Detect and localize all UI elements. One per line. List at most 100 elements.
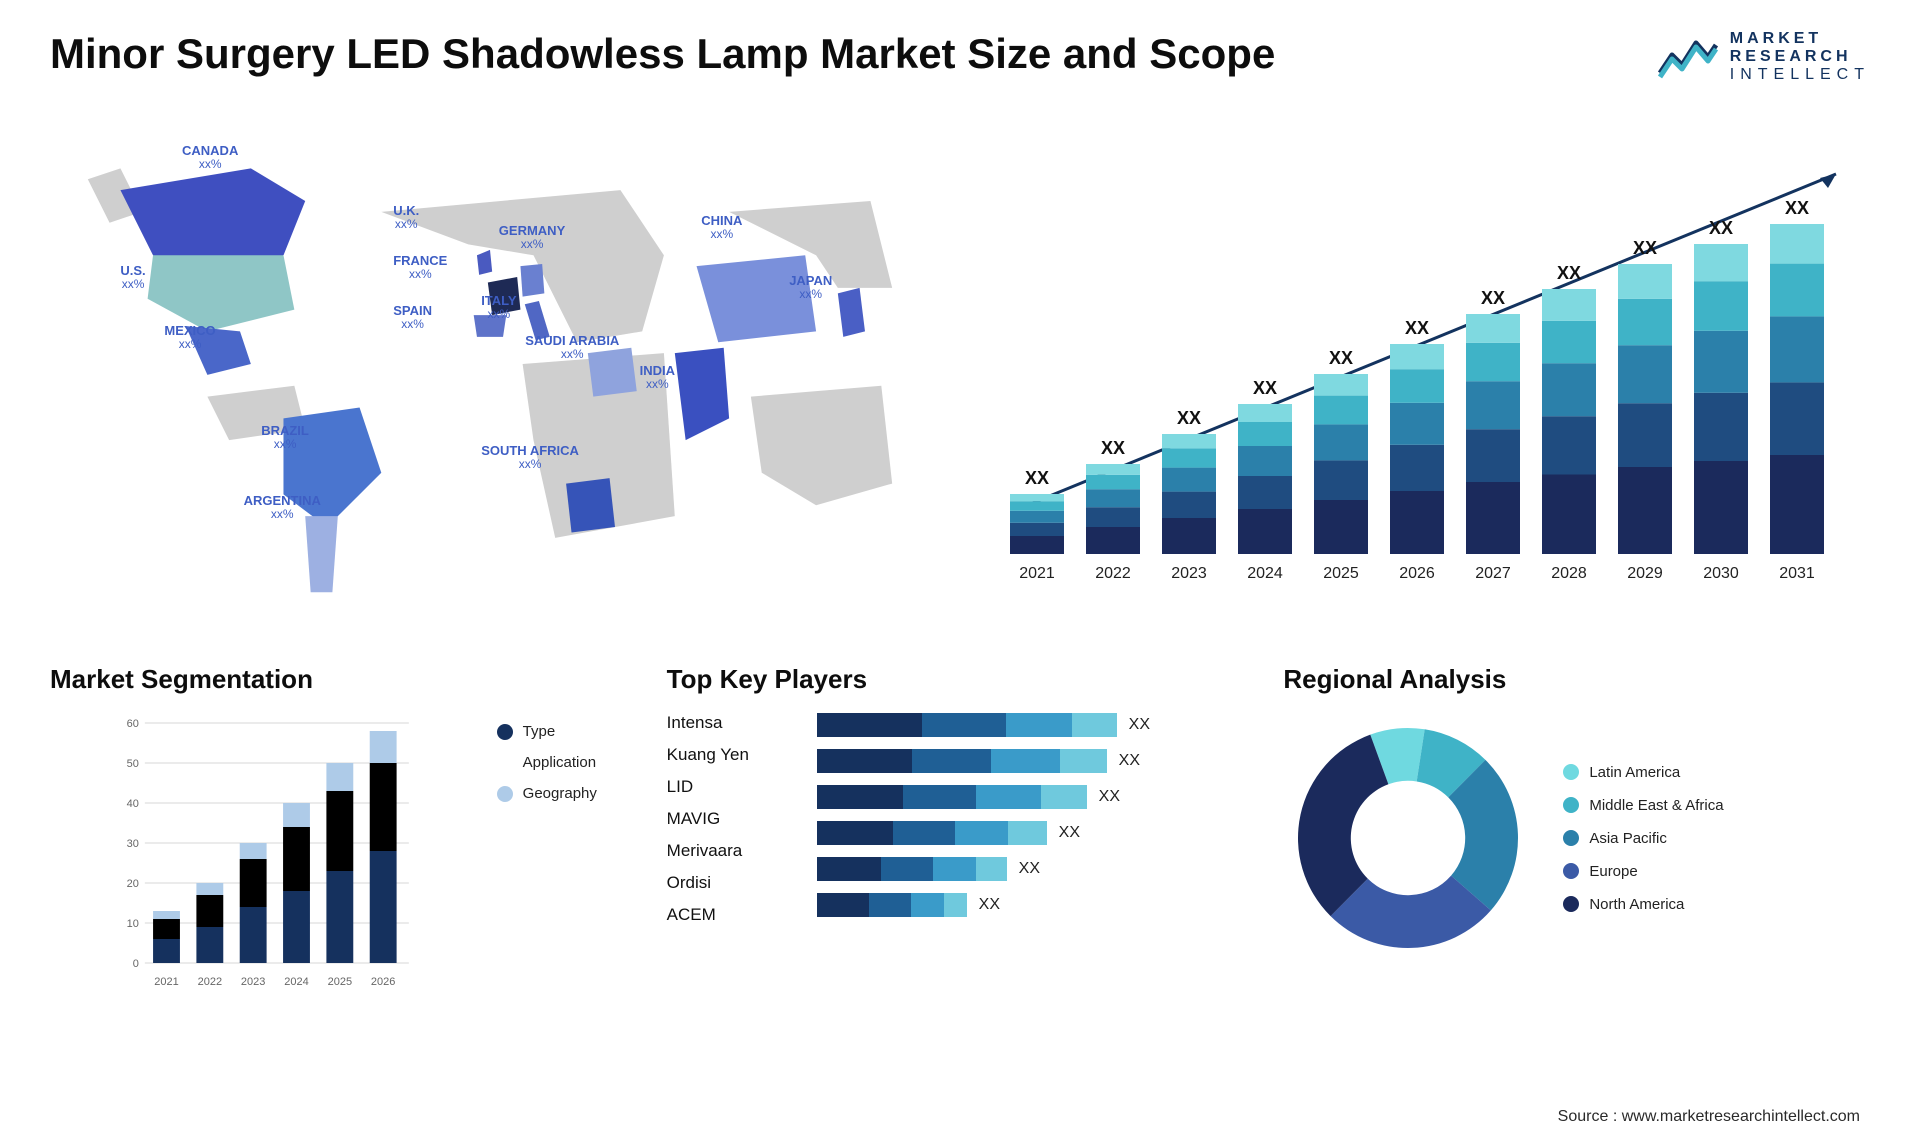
svg-text:2024: 2024 [284,976,308,988]
legend-dot-icon [497,755,513,771]
key-player-value: XX [1059,824,1080,842]
legend-item: Application [497,754,637,771]
legend-dot-icon [1563,830,1579,846]
logo-line3: INTELLECT [1730,66,1870,84]
map-label: INDIAxx% [640,364,675,391]
svg-text:2024: 2024 [1247,565,1283,582]
legend-label: Geography [523,785,597,802]
key-player-row: XX [817,749,1254,773]
bar-segment [1060,749,1106,773]
bar-segment [911,893,944,917]
legend-item: Latin America [1563,764,1723,781]
page-title: Minor Surgery LED Shadowless Lamp Market… [50,30,1275,78]
bar-segment [881,857,932,881]
regional-legend: Latin America Middle East & Africa Asia Pa… [1563,764,1723,913]
svg-text:XX: XX [1253,378,1277,398]
key-player-name: Intensa [667,713,797,733]
map-label: ARGENTINAxx% [244,494,321,521]
bar-segment [955,821,1008,845]
legend-dot-icon [497,724,513,740]
svg-text:2028: 2028 [1551,565,1587,582]
regional-panel: Regional Analysis Latin AmericaMiddle Ea… [1283,664,1870,993]
key-players-bars: XX XX XX XX XX XX [817,713,1254,925]
svg-text:2025: 2025 [1323,565,1359,582]
key-player-name: Merivaara [667,841,797,861]
key-player-value: XX [1129,716,1150,734]
legend-label: North America [1589,896,1684,913]
svg-text:2021: 2021 [154,976,178,988]
key-player-row: XX [817,713,1254,737]
legend-item: Middle East & Africa [1563,797,1723,814]
segmentation-panel: Market Segmentation 01020304050602021202… [50,664,637,993]
legend-dot-icon [1563,797,1579,813]
map-label: U.S.xx% [120,264,145,291]
key-players-list: IntensaKuang YenLIDMAVIGMerivaaraOrdisiA… [667,713,797,925]
bar-segment [817,821,893,845]
bar-segment [912,749,990,773]
key-player-value: XX [1119,752,1140,770]
bar-segment [922,713,1006,737]
svg-text:XX: XX [1633,238,1657,258]
source-text: Source : www.marketresearchintellect.com [1558,1108,1860,1126]
key-player-value: XX [1019,860,1040,878]
logo-line2: RESEARCH [1730,48,1870,66]
svg-text:2022: 2022 [1095,565,1131,582]
legend-label: Asia Pacific [1589,830,1667,847]
svg-text:2026: 2026 [371,976,395,988]
svg-text:2023: 2023 [1171,565,1207,582]
key-player-name: MAVIG [667,809,797,829]
bar-segment [817,785,903,809]
key-player-row: XX [817,785,1254,809]
svg-text:30: 30 [127,838,139,850]
legend-dot-icon [1563,863,1579,879]
svg-text:XX: XX [1709,218,1733,238]
bar-segment [869,893,911,917]
map-label: SOUTH AFRICAxx% [481,444,579,471]
bar-segment [1008,821,1047,845]
legend-label: Middle East & Africa [1589,797,1723,814]
svg-text:50: 50 [127,758,139,770]
svg-text:XX: XX [1405,318,1429,338]
map-label: FRANCExx% [393,254,447,281]
svg-text:2025: 2025 [328,976,352,988]
logo-mark-icon [1658,33,1718,81]
legend-label: Latin America [1589,764,1680,781]
legend-label: Application [523,754,596,771]
map-label: SAUDI ARABIAxx% [525,334,619,361]
bar-segment [1041,785,1087,809]
legend-dot-icon [1563,896,1579,912]
key-player-bar [817,821,1047,845]
svg-text:60: 60 [127,718,139,730]
map-label: CHINAxx% [701,214,742,241]
svg-text:XX: XX [1329,348,1353,368]
svg-text:2023: 2023 [241,976,265,988]
key-player-value: XX [979,896,1000,914]
bar-segment [893,821,955,845]
bar-segment [976,857,1006,881]
svg-text:XX: XX [1025,468,1049,488]
svg-text:XX: XX [1177,408,1201,428]
bar-segment [933,857,977,881]
legend-item: Type [497,723,637,740]
key-player-name: LID [667,777,797,797]
svg-text:XX: XX [1557,263,1581,283]
bar-segment [991,749,1061,773]
growth-bar-chart: XX 2021 XX 2022 XX 2023 XX 2024 XX 2025 XX 2026 XX 20… [970,114,1870,614]
svg-text:2026: 2026 [1399,565,1435,582]
key-player-value: XX [1099,788,1120,806]
svg-text:2031: 2031 [1779,565,1815,582]
key-player-name: Ordisi [667,873,797,893]
legend-item: North America [1563,896,1723,913]
svg-text:2027: 2027 [1475,565,1511,582]
world-map: CANADAxx%U.S.xx%MEXICOxx%BRAZILxx%ARGENT… [50,114,930,614]
svg-text:2021: 2021 [1019,565,1055,582]
svg-text:20: 20 [127,878,139,890]
map-label: ITALYxx% [481,294,516,321]
bar-segment [817,857,882,881]
key-player-bar [817,713,1117,737]
bar-segment [976,785,1041,809]
key-player-row: XX [817,821,1254,845]
key-player-bar [817,749,1107,773]
segmentation-legend: Type Application Geography [497,723,637,993]
legend-dot-icon [497,786,513,802]
